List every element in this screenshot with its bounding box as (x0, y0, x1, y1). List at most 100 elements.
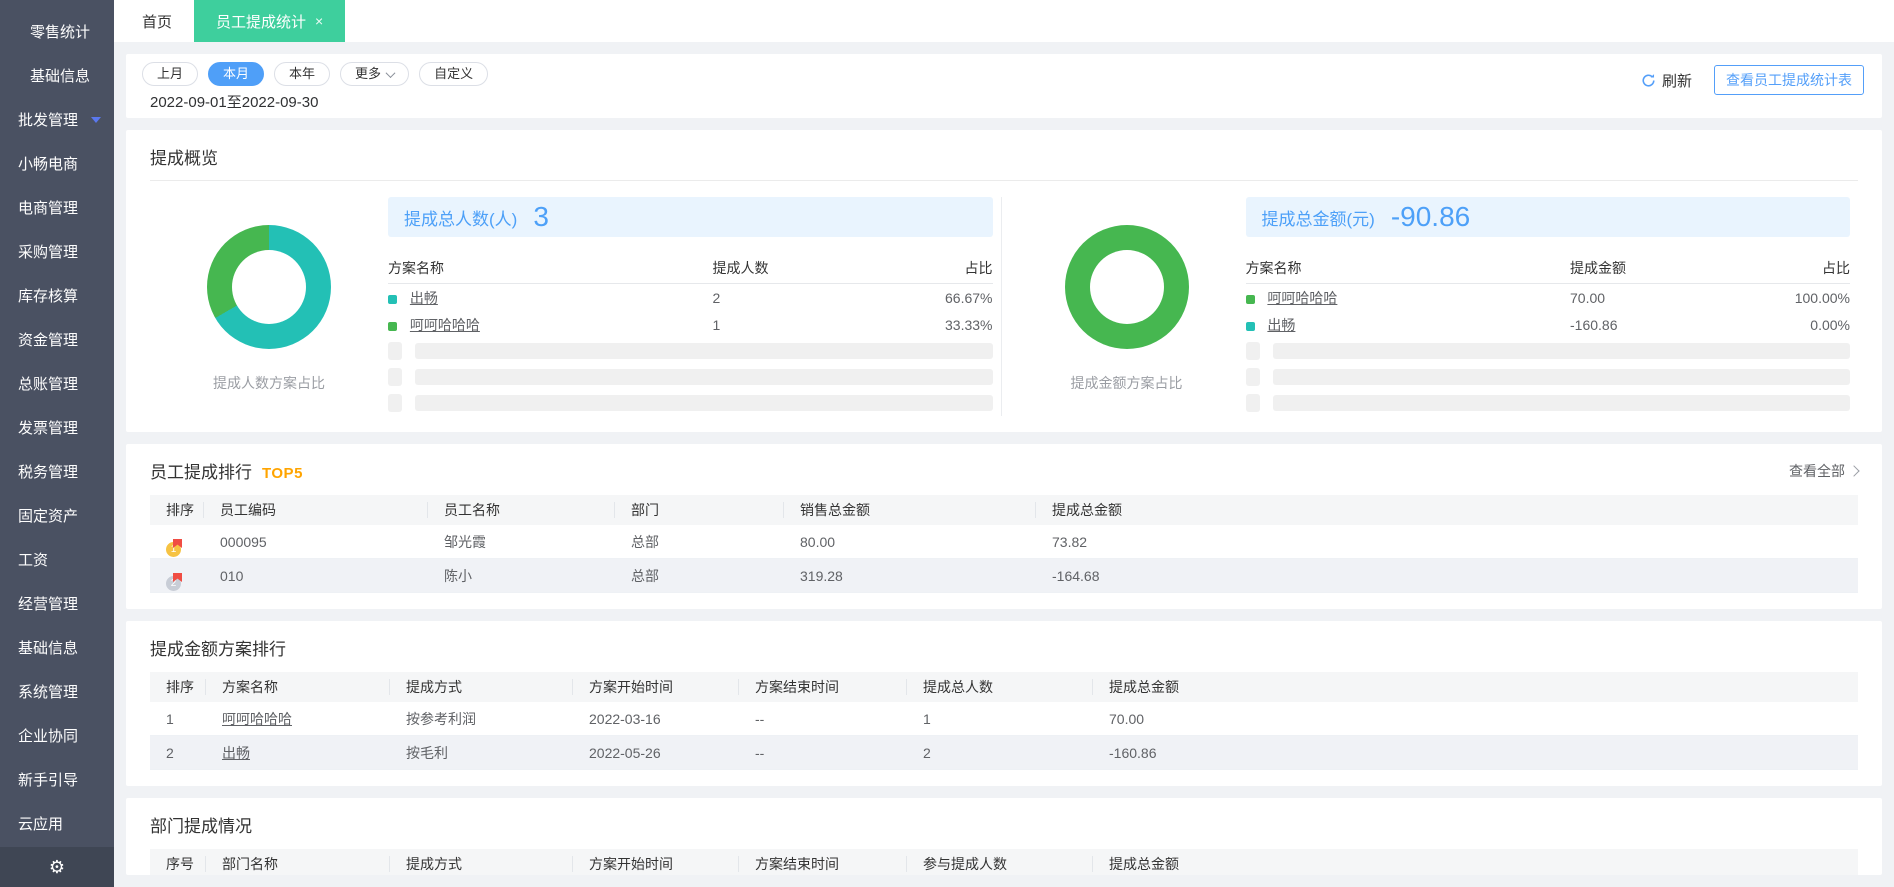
series-color-dot (388, 321, 397, 331)
col-dept-name: 部门名称 (206, 856, 390, 872)
amount-table-rows: 呵呵哈哈哈 70.00 100.00% (1245, 284, 1850, 338)
plan-name-link[interactable]: 呵呵哈哈哈 (222, 710, 292, 727)
plan-row: 出畅 -160.86 0.00% (1245, 311, 1850, 338)
tab-employee-commission-stats[interactable]: 员工提成统计 × (194, 0, 346, 42)
sidebar-item[interactable]: 税务管理 (0, 451, 114, 495)
col-headcount: 提成人数 (712, 260, 769, 276)
people-cell: 2 (923, 744, 931, 761)
section-title-plan-rank: 提成金额方案排行 (150, 640, 286, 659)
end-date-cell: -- (755, 744, 765, 761)
date-range-text: 2022-09-01至2022-09-30 (150, 94, 319, 111)
sidebar-item[interactable]: 总账管理 (0, 363, 114, 407)
gear-icon: ⚙ (48, 856, 66, 877)
plan-value-cell: 1 (712, 316, 721, 333)
start-date-cell: 2022-05-26 (589, 744, 661, 761)
period-pill[interactable]: 更多 (340, 62, 410, 86)
sidebar-item[interactable]: 经营管理 (0, 583, 114, 627)
skeleton-row (1245, 338, 1850, 364)
plan-row: 呵呵哈哈哈 70.00 100.00% (1245, 284, 1850, 311)
sidebar-item-label: 新手引导 (18, 772, 79, 789)
sidebar-item-label: 税务管理 (18, 464, 79, 481)
amount-banner-label: 提成总金额(元) (1261, 209, 1375, 229)
col-seq: 排序 (150, 679, 206, 695)
headcount-donut-caption: 提成人数方案占比 (213, 375, 325, 391)
main-area: 首页 员工提成统计 × 上月 (114, 0, 1894, 887)
total-sales-cell: 319.28 (800, 567, 843, 584)
seq-cell: 1 (166, 710, 174, 727)
chevron-down-icon (385, 67, 396, 78)
sidebar-item[interactable]: 云应用 (0, 803, 114, 847)
col-participants: 参与提成人数 (907, 856, 1093, 872)
sidebar-item[interactable]: 资金管理 (0, 319, 114, 363)
plan-name-link[interactable]: 出畅 (409, 289, 438, 306)
sidebar-item[interactable]: 电商管理 (0, 187, 114, 231)
period-pill[interactable]: 上月 (142, 62, 199, 86)
plan-name-link[interactable]: 出畅 (222, 744, 250, 761)
refresh-button[interactable]: 刷新 (1641, 70, 1692, 91)
amount-table-header: 方案名称 提成金额 占比 (1245, 253, 1850, 284)
plan-name-link[interactable]: 呵呵哈哈哈 (409, 316, 480, 333)
sidebar-item[interactable]: 发票管理 (0, 407, 114, 451)
plan-rank-row: 2 出畅 按毛利 2022-05-26 -- 2 -160.86 (150, 736, 1858, 770)
section-title-department: 部门提成情况 (150, 817, 252, 836)
sidebar-item[interactable]: 采购管理 (0, 231, 114, 275)
employee-code-cell: 000095 (220, 533, 267, 550)
period-pill[interactable]: 本年 (274, 62, 331, 86)
period-pill-label: 本年 (289, 66, 316, 81)
medal-icon: 1 (166, 542, 204, 557)
plan-rank-row: 1 呵呵哈哈哈 按参考利润 2022-03-16 -- 1 70.00 (150, 702, 1858, 736)
close-icon[interactable]: × (315, 13, 324, 29)
amount-table: 方案名称 提成金额 占比 (1245, 253, 1850, 416)
sidebar-item[interactable]: 零售统计 (0, 11, 114, 55)
plan-rank-card: 提成金额方案排行 排序 方案名称 提成方式 方案开始时间 方案结束时间 提成总人… (126, 621, 1882, 786)
sidebar-item-label: 系统管理 (18, 684, 79, 701)
plan-value-cell: -160.86 (1570, 316, 1618, 333)
sidebar-item[interactable]: 基础信息 (0, 55, 114, 99)
period-pill[interactable]: 自定义 (419, 62, 489, 86)
total-commission-cell: -164.68 (1052, 567, 1100, 584)
series-color-dot (388, 294, 397, 304)
headcount-banner-value: 3 (533, 201, 549, 232)
plan-pct-cell: 0.00% (1810, 316, 1850, 333)
col-plan-name: 方案名称 (388, 260, 444, 276)
col-start-date: 方案开始时间 (573, 679, 739, 695)
plan-name-link[interactable]: 呵呵哈哈哈 (1267, 289, 1338, 306)
sidebar-item[interactable]: 批发管理 (0, 99, 114, 143)
employee-rank-title: 员工提成排行 TOP5 (150, 458, 303, 483)
plan-pct-cell: 33.33% (945, 316, 993, 333)
total-sales-cell: 80.00 (800, 533, 836, 550)
sidebar-item[interactable]: 系统管理 (0, 671, 114, 715)
view-all-link[interactable]: 查看全部 (1789, 461, 1860, 481)
sidebar-item[interactable]: 小畅电商 (0, 143, 114, 187)
sidebar-item[interactable]: 工资 (0, 539, 114, 583)
plan-table-header: 排序 方案名称 提成方式 方案开始时间 方案结束时间 提成总人数 提成总金额 (150, 672, 1858, 702)
sidebar-item[interactable]: 企业协同 (0, 715, 114, 759)
sidebar-item-label: 固定资产 (18, 508, 79, 525)
headcount-detail-col: 提成总人数(人) 3 方案名称 提成人数 占比 (388, 197, 1001, 416)
employee-row: 2 010 陈小 总部 319.28 -164.68 (150, 559, 1858, 593)
col-start-date: 方案开始时间 (573, 856, 739, 872)
tab-home[interactable]: 首页 (120, 0, 194, 42)
plan-row: 出畅 2 66.67% (388, 284, 993, 311)
sidebar-item-label: 经营管理 (18, 596, 79, 613)
plan-name-link[interactable]: 出畅 (1267, 316, 1296, 333)
period-pill[interactable]: 本月 (208, 62, 265, 86)
sidebar-item[interactable]: 库存核算 (0, 275, 114, 319)
seq-cell: 2 (166, 744, 174, 761)
settings-gear-button[interactable]: ⚙ (0, 847, 114, 887)
view-commission-table-button[interactable]: 查看员工提成统计表 (1714, 65, 1864, 95)
col-amount: 提成金额 (1570, 260, 1626, 276)
headcount-donut-block: 提成人数方案占比 (150, 197, 388, 416)
page-content: 上月 本月 本年 (114, 42, 1894, 887)
sidebar-item[interactable]: 基础信息 (0, 627, 114, 671)
section-title-overview: 提成概览 (150, 144, 1858, 181)
col-end-date: 方案结束时间 (739, 679, 907, 695)
col-total-amount: 提成总金额 (1109, 856, 1179, 872)
skeleton-row (388, 390, 993, 416)
col-rank: 排序 (150, 502, 204, 518)
sidebar-item[interactable]: 固定资产 (0, 495, 114, 539)
sidebar-item[interactable]: 新手引导 (0, 759, 114, 803)
plan-table-body: 1 呵呵哈哈哈 按参考利润 2022-03-16 -- 1 70.00 2 (150, 702, 1858, 770)
plan-value-cell: 2 (712, 289, 721, 306)
